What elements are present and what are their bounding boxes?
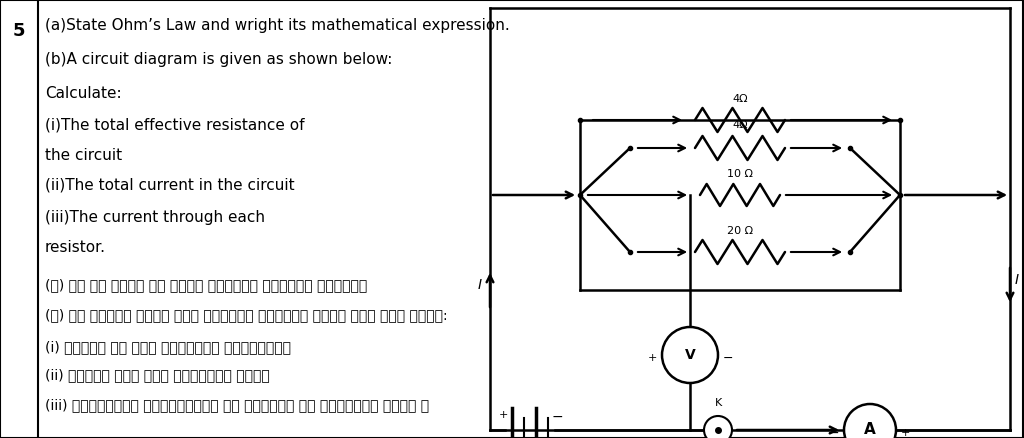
Text: (ख) एक परिपथ आरेख उपर दर्शाए अनुसार दिया गया है। गणना:: (ख) एक परिपथ आरेख उपर दर्शाए अनुसार दिया… <box>45 308 447 322</box>
Text: +: + <box>901 428 910 438</box>
Text: 5: 5 <box>12 22 26 40</box>
Text: V: V <box>685 348 695 362</box>
Text: +: + <box>499 410 508 420</box>
Text: K: K <box>715 398 722 408</box>
Text: −: − <box>827 426 839 438</box>
Text: 20 Ω: 20 Ω <box>727 226 753 236</box>
Text: A: A <box>864 423 876 438</box>
Text: 10 Ω: 10 Ω <box>727 169 753 179</box>
Circle shape <box>705 416 732 438</box>
Text: (i) परिपथ का कुल प्रभावी प्रतिरोध: (i) परिपथ का कुल प्रभावी प्रतिरोध <box>45 340 291 354</box>
Text: I: I <box>478 278 482 292</box>
Text: I: I <box>1015 273 1019 287</box>
Text: the circuit: the circuit <box>45 148 122 163</box>
Text: 4Ω: 4Ω <box>732 94 748 104</box>
Text: (ii) परिपथ में कुल विद्युत धारा: (ii) परिपथ में कुल विद्युत धारा <box>45 368 269 382</box>
Text: (क) ओम का नियम और उसका गणितीय व्यंजक लिखिए।: (क) ओम का नियम और उसका गणितीय व्यंजक लिख… <box>45 278 368 292</box>
Text: resistor.: resistor. <box>45 240 106 255</box>
Text: (i)The total effective resistance of: (i)The total effective resistance of <box>45 118 304 133</box>
Text: (iii)The current through each: (iii)The current through each <box>45 210 265 225</box>
Text: (b)A circuit diagram is given as shown below:: (b)A circuit diagram is given as shown b… <box>45 52 392 67</box>
Circle shape <box>844 404 896 438</box>
Text: −: − <box>723 352 733 364</box>
Text: (ii)The total current in the circuit: (ii)The total current in the circuit <box>45 178 295 193</box>
Text: (iii) प्रत्येक प्रतिरोधक के माध्यम से विद्युत धारा ।: (iii) प्रत्येक प्रतिरोधक के माध्यम से वि… <box>45 398 429 412</box>
Ellipse shape <box>662 327 718 383</box>
Text: Calculate:: Calculate: <box>45 86 122 101</box>
Text: 4Ω: 4Ω <box>732 120 748 130</box>
Text: −: − <box>551 410 563 424</box>
Text: (a)State Ohm’s Law and wright its mathematical expression.: (a)State Ohm’s Law and wright its mathem… <box>45 18 510 33</box>
Text: +: + <box>647 353 657 363</box>
